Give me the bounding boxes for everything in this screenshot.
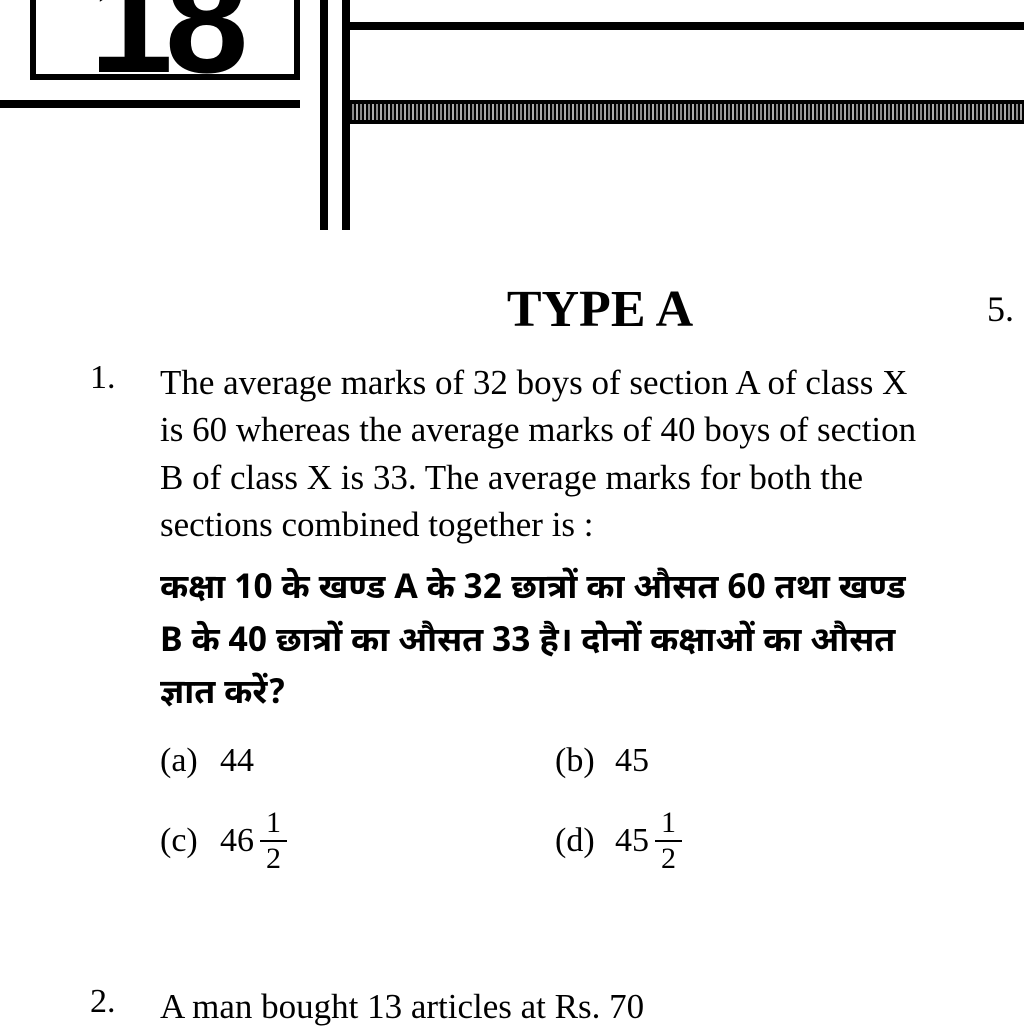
- fraction-numerator: 1: [260, 808, 287, 842]
- option-a: (a) 44: [160, 742, 535, 780]
- header-top-right-border: [350, 0, 1024, 30]
- option-integer: 44: [220, 742, 254, 780]
- header-underline-left: [0, 100, 300, 108]
- side-question-marker: 5.: [987, 288, 1014, 330]
- option-integer: 46: [220, 822, 254, 860]
- question-text-english: A man bought 13 articles at Rs. 70: [160, 983, 970, 1030]
- option-value: 45 1 2: [615, 808, 682, 874]
- option-value: 45: [615, 742, 649, 780]
- question-text-hindi: कक्षा 10 के खण्ड A के 32 छात्रों का औसत …: [160, 564, 930, 722]
- option-integer: 45: [615, 742, 649, 780]
- option-c: (c) 46 1 2: [160, 808, 535, 874]
- page-number: 18: [90, 0, 241, 80]
- fraction-denominator: 2: [260, 842, 287, 874]
- option-label: (c): [160, 822, 220, 860]
- question-number: 1.: [90, 359, 160, 874]
- header-vertical-divider: [320, 0, 350, 230]
- question-1: 1. The average marks of 32 boys of secti…: [90, 359, 930, 874]
- question-body: The average marks of 32 boys of section …: [160, 359, 930, 874]
- header-textured-bar: [350, 100, 1024, 124]
- option-integer: 45: [615, 822, 649, 860]
- option-b: (b) 45: [555, 742, 930, 780]
- option-label: (b): [555, 742, 615, 780]
- question-number: 2.: [90, 983, 160, 1030]
- option-fraction: 1 2: [260, 808, 287, 874]
- page-header: 18: [0, 0, 1024, 230]
- option-d: (d) 45 1 2: [555, 808, 930, 874]
- option-label: (a): [160, 742, 220, 780]
- fraction-numerator: 1: [655, 808, 682, 842]
- page-number-box: 18: [30, 0, 300, 80]
- content-area: TYPE A 1. The average marks of 32 boys o…: [90, 280, 930, 884]
- question-2: 2. A man bought 13 articles at Rs. 70: [90, 983, 970, 1030]
- section-heading: TYPE A: [270, 280, 930, 339]
- option-value: 44: [220, 742, 254, 780]
- option-fraction: 1 2: [655, 808, 682, 874]
- question-text-english: The average marks of 32 boys of section …: [160, 359, 930, 548]
- option-value: 46 1 2: [220, 808, 287, 874]
- fraction-denominator: 2: [655, 842, 682, 874]
- options-grid: (a) 44 (b) 45 (c) 46 1: [160, 742, 930, 874]
- option-label: (d): [555, 822, 615, 860]
